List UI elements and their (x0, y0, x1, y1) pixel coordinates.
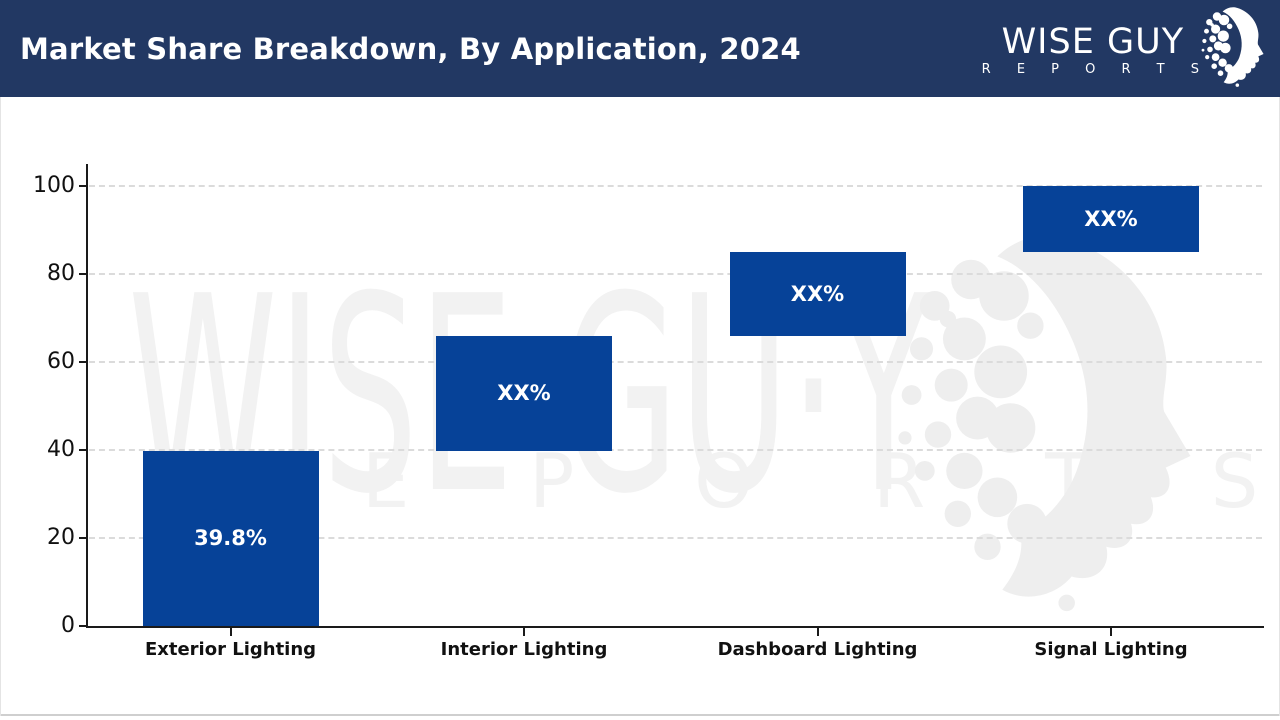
y-axis-line (86, 164, 88, 628)
bar-value-label: XX% (497, 381, 551, 406)
bar-interior-lighting: XX% (436, 335, 612, 451)
card-bottom-border (0, 714, 1280, 716)
brand-logo: WISE GUY R E P O R T S (976, 4, 1266, 90)
y-tick-label-100: 100 (33, 173, 75, 198)
gridline-80 (89, 273, 1262, 275)
bar-value-label: 39.8% (194, 526, 267, 551)
y-tick-60 (79, 361, 88, 363)
y-tick-80 (79, 273, 88, 275)
bar-value-label: XX% (790, 281, 845, 306)
gridline-40 (89, 449, 1262, 451)
header-bar: Market Share Breakdown, By Application, … (0, 0, 1280, 97)
y-tick-label-60: 60 (47, 349, 75, 374)
y-tick-label-0: 0 (61, 613, 75, 638)
y-tick-label-40: 40 (47, 437, 75, 462)
y-tick-40 (79, 449, 88, 451)
y-tick-20 (79, 537, 88, 539)
brand-wordmark: WISE GUY (1001, 22, 1185, 62)
x-axis-line (86, 626, 1264, 628)
bar-signal-lighting: XX% (1023, 186, 1199, 252)
x-category-label-interior-lighting: Interior Lighting (440, 639, 608, 660)
chart-title: Market Share Breakdown, By Application, … (20, 31, 801, 66)
bar-dashboard-lighting: XX% (729, 252, 906, 336)
x-tick-dashboard-lighting (816, 628, 819, 636)
brand-face-icon (1201, 7, 1264, 87)
gridline-100 (89, 185, 1262, 187)
x-category-label-exterior-lighting: Exterior Lighting (144, 639, 317, 660)
bar-value-label: XX% (1084, 207, 1138, 231)
y-tick-label-80: 80 (47, 261, 75, 286)
gridline-20 (89, 537, 1262, 539)
y-tick-label-20: 20 (47, 525, 75, 550)
brand-reports-text: R E P O R T S (981, 62, 1210, 77)
x-category-label-dashboard-lighting: Dashboard Lighting (717, 639, 918, 660)
x-tick-exterior-lighting (229, 628, 232, 636)
y-tick-100 (79, 185, 88, 187)
bar-exterior-lighting: 39.8% (142, 450, 319, 626)
y-tick-0 (79, 625, 88, 627)
gridline-60 (89, 361, 1262, 363)
x-tick-interior-lighting (523, 628, 525, 636)
x-category-label-signal-lighting: Signal Lighting (1034, 639, 1188, 660)
card-left-border (0, 97, 1, 716)
watermark-face-logo (898, 235, 1191, 612)
brand-logo-text: WISE GUY R E P O R T S (976, 23, 1210, 77)
x-tick-signal-lighting (1110, 628, 1112, 636)
